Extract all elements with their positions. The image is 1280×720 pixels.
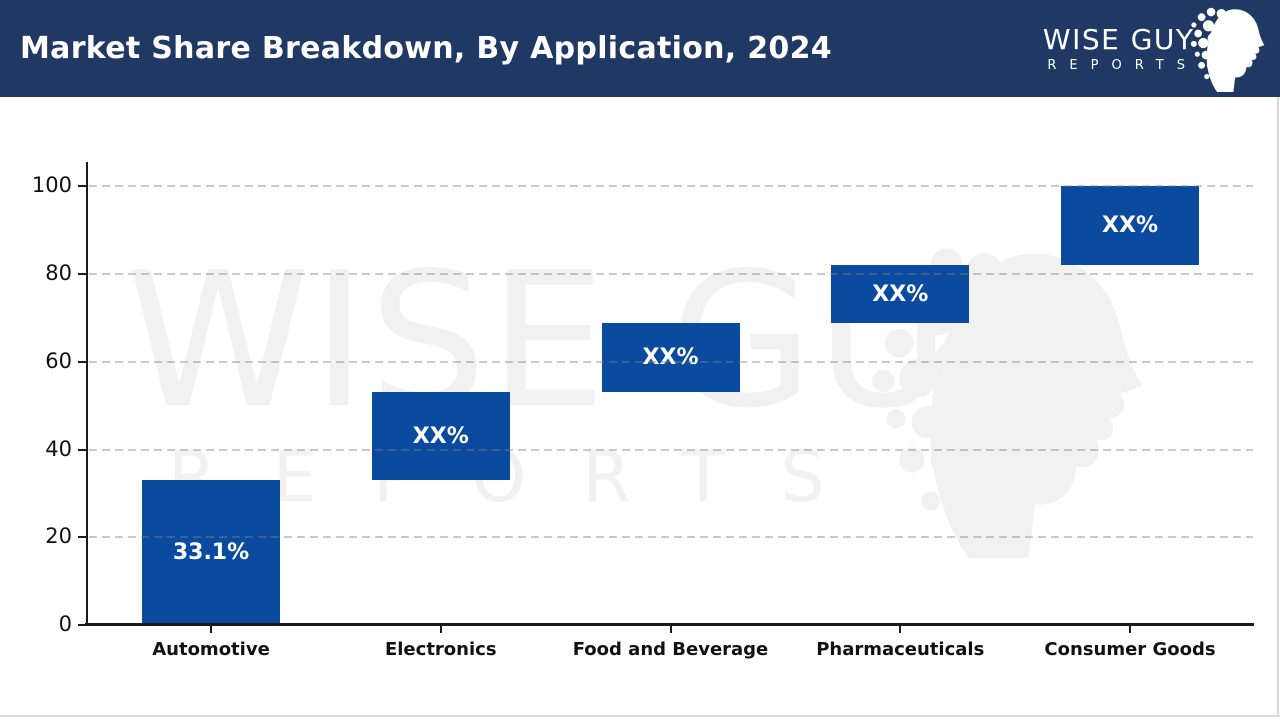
gridline-100 — [89, 185, 1253, 188]
frame-right-border — [1277, 97, 1279, 717]
y-axis-line — [86, 162, 88, 626]
y-tick-label-60: 60 — [45, 348, 72, 373]
y-tick-0 — [78, 624, 86, 626]
brand-name: WISE GUY — [1042, 22, 1195, 56]
bar-automotive: 33.1% — [142, 479, 280, 625]
bar-value-label-automotive: 33.1% — [172, 539, 250, 565]
frame-bottom-border — [0, 715, 1280, 717]
x-tick-electronics — [439, 626, 442, 633]
x-category-label-pharmaceuticals: Pharmaceuticals — [816, 639, 985, 660]
bar-value-label-electronics: XX% — [412, 423, 469, 449]
x-category-label-food-and-beverage: Food and Beverage — [572, 639, 769, 660]
header-bar: Market Share Breakdown, By Application, … — [0, 0, 1280, 97]
y-tick-60 — [78, 360, 86, 363]
x-tick-food-and-beverage — [669, 626, 672, 633]
x-tick-consumer-goods — [1129, 626, 1131, 633]
y-tick-label-80: 80 — [45, 261, 72, 285]
y-tick-label-0: 0 — [58, 612, 72, 636]
bar-consumer-goods: XX% — [1061, 186, 1199, 266]
brand-logo: WISE GUY REPORTS — [1039, 0, 1276, 97]
y-tick-label-40: 40 — [45, 436, 72, 461]
bar-electronics: XX% — [371, 392, 510, 480]
gridline-80 — [89, 273, 1253, 275]
x-axis-line — [85, 623, 1254, 626]
bar-food-and-beverage: XX% — [601, 323, 740, 393]
bar-value-label-food-and-beverage: XX% — [642, 345, 699, 371]
brand-logo-text: WISE GUY REPORTS — [1039, 22, 1198, 73]
x-category-label-automotive: Automotive — [152, 639, 270, 660]
gridline-20 — [89, 536, 1253, 539]
y-tick-label-20: 20 — [45, 524, 72, 549]
bar-value-label-pharmaceuticals: XX% — [872, 281, 929, 307]
bar-pharmaceuticals: XX% — [831, 265, 970, 324]
chart-title: Market Share Breakdown, By Application, … — [20, 31, 832, 66]
brand-subtitle: REPORTS — [1047, 57, 1198, 73]
y-tick-40 — [78, 448, 86, 451]
bar-value-label-consumer-goods: XX% — [1102, 213, 1158, 239]
y-tick-80 — [78, 273, 86, 275]
y-tick-label-100: 100 — [31, 173, 72, 198]
y-tick-100 — [78, 185, 86, 188]
x-tick-automotive — [210, 626, 212, 633]
gridline-40 — [89, 448, 1253, 451]
y-tick-20 — [78, 536, 86, 539]
x-category-label-electronics: Electronics — [384, 639, 497, 660]
gridline-60 — [89, 360, 1253, 363]
x-category-label-consumer-goods: Consumer Goods — [1044, 639, 1216, 660]
x-tick-pharmaceuticals — [899, 626, 902, 633]
